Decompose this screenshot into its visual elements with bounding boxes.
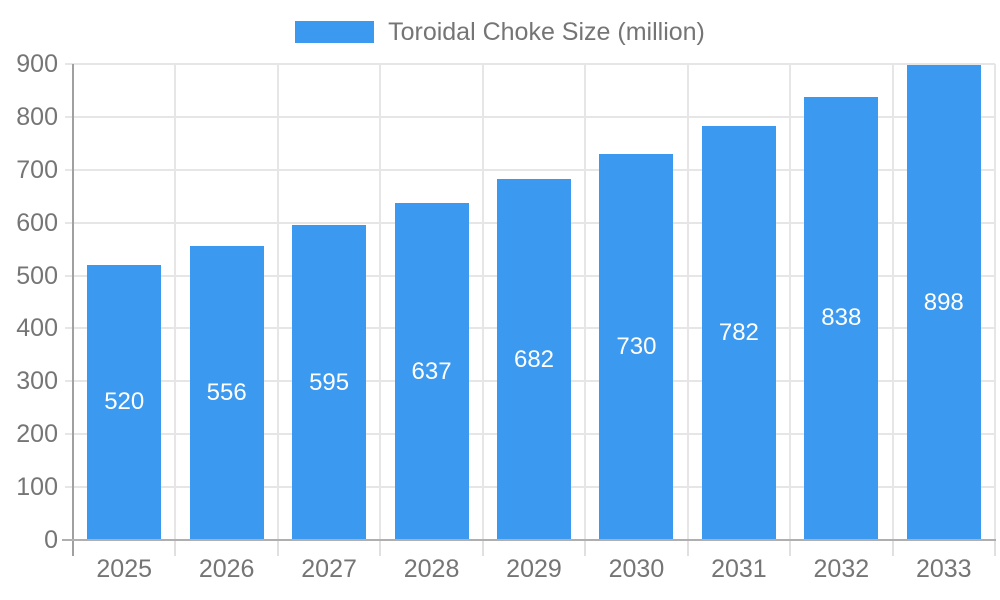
bar-value-label: 637 bbox=[411, 357, 452, 385]
bar-value-label: 898 bbox=[923, 288, 964, 316]
bar-value-label: 520 bbox=[104, 388, 145, 416]
bar[interactable]: 520 bbox=[87, 264, 162, 540]
bar-value-label: 556 bbox=[206, 378, 247, 406]
y-axis-label: 200 bbox=[16, 420, 58, 449]
y-axis-label: 0 bbox=[44, 526, 58, 554]
y-axis-label: 800 bbox=[16, 102, 58, 131]
x-axis-label: 2026 bbox=[198, 555, 255, 583]
bar-value-label: 782 bbox=[718, 319, 759, 347]
bar[interactable]: 682 bbox=[497, 179, 571, 540]
x-axis-label: 2029 bbox=[506, 555, 562, 583]
gridline-vertical bbox=[481, 64, 484, 540]
bar-value-label: 682 bbox=[513, 345, 555, 373]
bar-value-label: 595 bbox=[309, 368, 350, 396]
gridline-vertical bbox=[379, 64, 382, 540]
gridline-horizontal bbox=[65, 115, 995, 118]
y-axis-label: 700 bbox=[16, 155, 58, 184]
y-axis-line bbox=[72, 64, 74, 556]
x-axis-tick bbox=[276, 541, 279, 556]
x-axis-label: 2025 bbox=[96, 555, 153, 583]
x-axis-line bbox=[62, 539, 996, 541]
gridline-vertical bbox=[174, 64, 177, 540]
gridline-horizontal bbox=[65, 63, 995, 65]
bar-value-label: 838 bbox=[821, 304, 862, 332]
x-axis-tick bbox=[789, 541, 792, 556]
x-axis-tick bbox=[994, 541, 996, 556]
x-axis-label: 2028 bbox=[403, 555, 460, 583]
x-axis-tick bbox=[379, 541, 382, 556]
y-axis-label: 100 bbox=[16, 473, 58, 502]
gridline-vertical bbox=[584, 64, 587, 540]
gridline-vertical bbox=[891, 64, 894, 540]
x-axis-label: 2033 bbox=[915, 555, 972, 583]
plot-area: 520 556 595 637 682 730 782 838 898 bbox=[65, 63, 996, 540]
x-axis-tick bbox=[686, 541, 689, 556]
legend-swatch bbox=[295, 21, 375, 43]
y-axis-label: 600 bbox=[16, 208, 58, 237]
x-axis-tick bbox=[891, 541, 894, 556]
x-axis-label: 2027 bbox=[301, 555, 357, 583]
y-axis-label: 500 bbox=[16, 261, 58, 290]
bar[interactable]: 556 bbox=[189, 245, 264, 540]
gridline-horizontal bbox=[65, 168, 995, 171]
gridline-vertical bbox=[686, 64, 689, 540]
bar[interactable]: 898 bbox=[906, 65, 981, 540]
legend-label: Toroidal Choke Size (million) bbox=[388, 18, 705, 46]
bar[interactable]: 637 bbox=[394, 203, 469, 540]
y-axis-label: 900 bbox=[16, 50, 58, 78]
gridline-vertical bbox=[994, 64, 996, 540]
x-axis-label: 2030 bbox=[608, 555, 665, 583]
y-axis-label: 300 bbox=[16, 367, 58, 396]
x-axis-tick bbox=[584, 541, 587, 556]
y-axis-label: 400 bbox=[16, 314, 58, 343]
x-axis-tick bbox=[481, 541, 484, 556]
bar[interactable]: 782 bbox=[701, 126, 776, 540]
bar[interactable]: 838 bbox=[804, 96, 879, 540]
x-axis-label: 2032 bbox=[813, 555, 870, 583]
bar-value-label: 730 bbox=[616, 332, 657, 360]
legend-item[interactable]: Toroidal Choke Size (million) bbox=[295, 17, 705, 47]
bar[interactable]: 595 bbox=[292, 225, 367, 540]
bar[interactable]: 730 bbox=[599, 153, 674, 540]
x-axis-label: 2031 bbox=[711, 555, 767, 583]
gridline-vertical bbox=[789, 64, 792, 540]
legend: Toroidal Choke Size (million) bbox=[0, 17, 1000, 47]
x-axis-tick bbox=[174, 541, 177, 556]
gridline-vertical bbox=[276, 64, 279, 540]
